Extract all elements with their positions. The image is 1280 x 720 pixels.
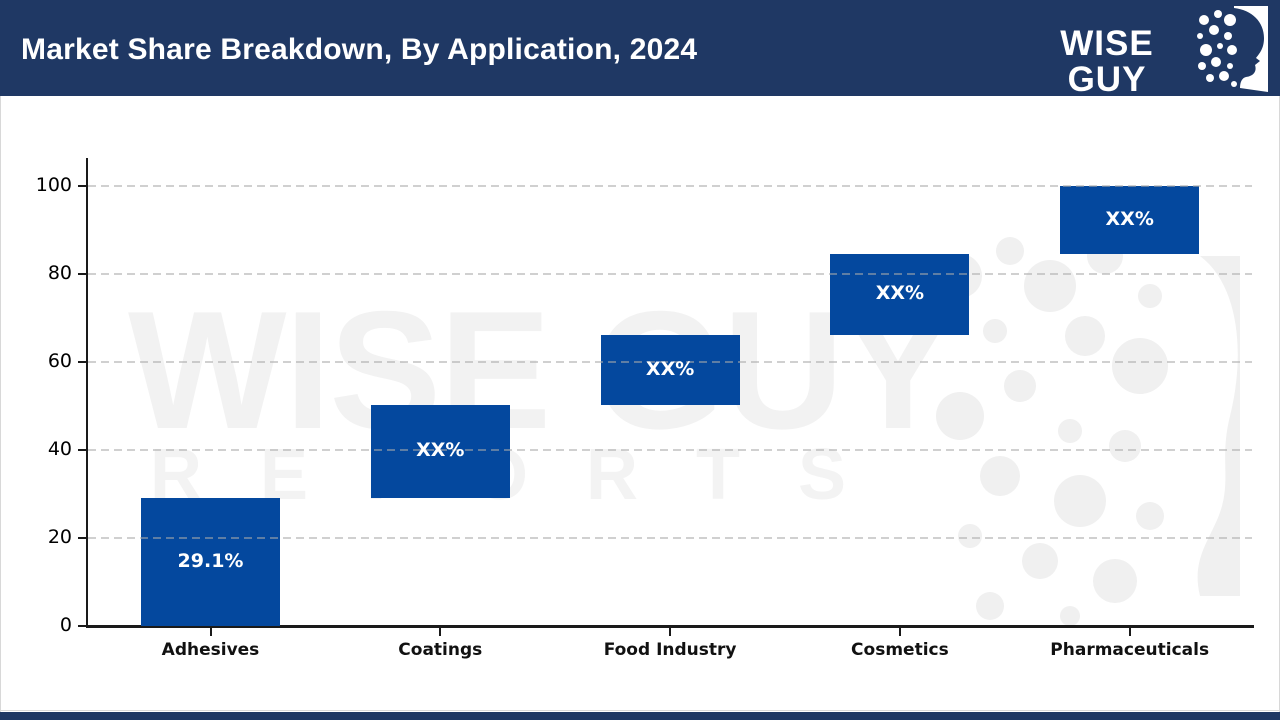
y-tick-mark [78,361,86,363]
bar-value-label: XX% [416,439,465,462]
y-tick-label: 100 [35,174,72,196]
gridline-40 [88,449,1252,451]
gridline-20 [88,537,1252,539]
header-bar: Market Share Breakdown, By Application, … [0,0,1280,112]
y-tick-label: 80 [47,262,72,284]
gridline-80 [88,273,1252,275]
brand-logo-text: WISE GUY REPORTS [1018,24,1196,113]
bar-adhesives [141,497,280,626]
x-tick-mark [439,628,442,636]
gridline-60 [88,361,1252,363]
bar-value-label: XX% [1105,207,1154,230]
brand-face-icon [1197,6,1268,92]
x-axis-line [86,625,1254,628]
x-category-label: Coatings [398,640,483,660]
x-category-label: Food Industry [603,640,737,660]
brand-logo: WISE GUY REPORTS [1018,4,1268,112]
gridline-100 [88,185,1252,187]
footer-bar [0,712,1280,720]
y-tick-label: 60 [47,350,72,372]
brand-wordmark: WISE GUY [1060,24,1154,99]
x-tick-mark [209,628,212,636]
bar-coatings [370,404,510,498]
bar-value-label: XX% [875,282,925,305]
y-tick-mark [78,449,86,451]
y-tick-mark [78,625,86,627]
y-tick-label: 40 [47,438,72,460]
x-tick-mark [1128,628,1131,636]
page-title: Market Share Breakdown, By Application, … [21,33,698,66]
x-tick-mark [898,628,901,636]
y-tick-mark [78,537,86,539]
bar-food-industry [600,334,740,405]
y-axis-line [86,158,88,627]
x-tick-mark [669,628,672,636]
footer-divider [0,710,1280,711]
x-category-label: Pharmaceuticals [1050,640,1210,660]
bar-value-label: 29.1% [177,549,244,572]
y-tick-mark [78,273,86,275]
y-tick-label: 0 [59,614,72,636]
y-tick-label: 20 [47,526,72,548]
y-tick-mark [78,185,86,187]
bar-value-label: XX% [645,357,695,380]
x-category-label: Cosmetics [851,640,949,660]
brand-reports-label: REPORTS [1042,98,1178,112]
x-category-label: Adhesives [161,640,260,660]
bar-pharmaceuticals [1060,186,1200,254]
